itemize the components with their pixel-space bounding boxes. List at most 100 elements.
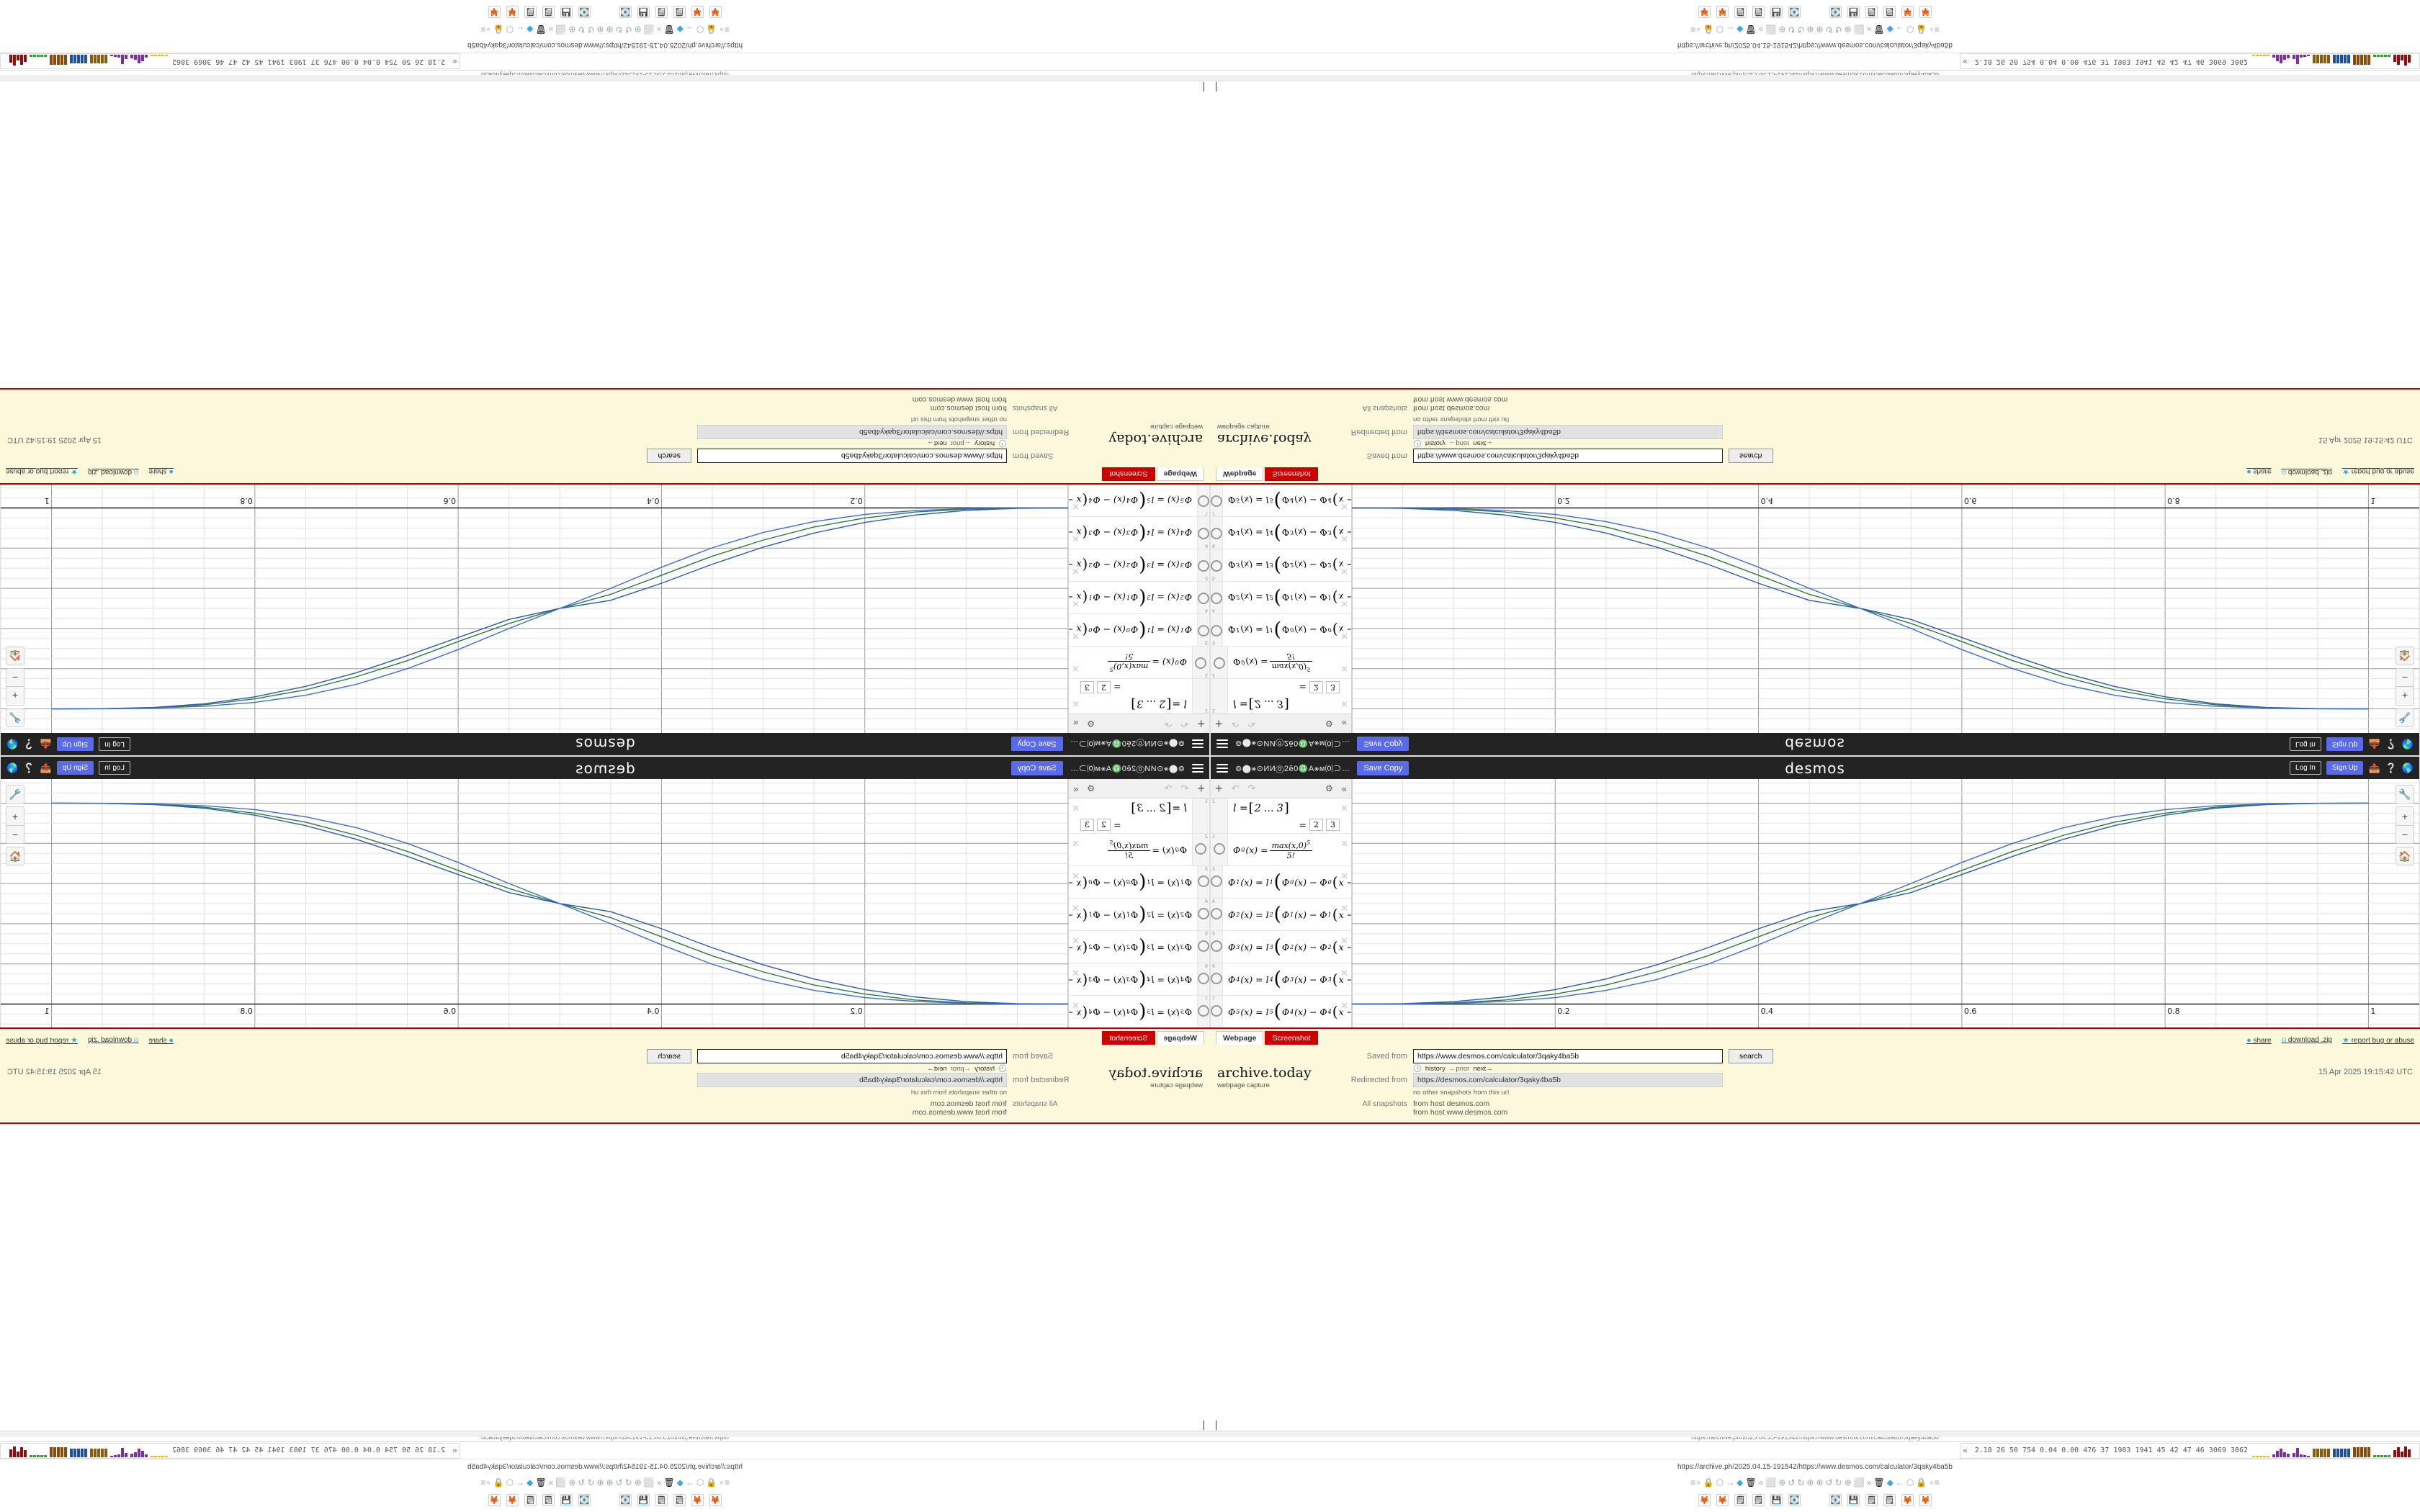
toolbar-icon[interactable]: ⊕ <box>634 24 642 35</box>
expression-row[interactable]: 1 l = [2 ... 3] = 2 3 ✕ <box>1069 798 1209 834</box>
toolbar-icon[interactable]: ◆ <box>526 24 534 35</box>
expression-row[interactable]: 3 Φ1(x) = l1(Φ0(x) − Φ0(x − l1))✕ <box>1211 866 1351 899</box>
toolbar-icon[interactable]: « <box>1758 24 1764 35</box>
tab-webpage[interactable]: Webpage <box>1216 467 1264 481</box>
help-icon[interactable]: ❔ <box>2385 762 2397 773</box>
toolbar-icon[interactable]: ↺ <box>1825 24 1833 35</box>
toolbar-icon[interactable]: ↺ <box>1788 24 1796 35</box>
search-button[interactable]: search <box>647 449 691 463</box>
taskbar-item-notepad[interactable]: 🗒 <box>1752 1493 1765 1506</box>
toolbar-icon[interactable]: ↻ <box>1797 1477 1805 1488</box>
toolbar-icon[interactable]: » <box>548 1477 554 1488</box>
toolbar-icon[interactable]: « <box>1758 1477 1764 1488</box>
taskbar-item-firefox[interactable]: 🦊 <box>506 1493 519 1506</box>
taskbar-item-firefox[interactable]: 🦊 <box>1716 6 1729 19</box>
toolbar-icon[interactable]: ↻ <box>1797 24 1805 35</box>
help-icon[interactable]: ❔ <box>23 762 35 773</box>
delete-expression-icon[interactable]: ✕ <box>1072 1000 1080 1011</box>
taskbar-item-floppy-green[interactable]: 💽 <box>619 6 632 19</box>
log-in-button[interactable]: Log In <box>99 761 130 775</box>
delete-expression-icon[interactable]: ✕ <box>1072 968 1080 978</box>
zoom-in-button[interactable]: + <box>2396 687 2414 706</box>
expression-math[interactable]: Φ5(x) = l5(Φ4(x) − Φ4(x − l5)) <box>1069 490 1192 512</box>
delete-expression-icon[interactable]: ✕ <box>1340 566 1348 577</box>
expression-row[interactable]: 7 Φ5(x) = l5(Φ4(x) − Φ4(x − l5))✕ <box>1069 484 1209 516</box>
toolbar-icon[interactable]: ⊕ <box>568 1477 576 1488</box>
toolbar-icon[interactable]: ⬡ <box>1716 1477 1724 1488</box>
toolbar-icon[interactable]: ≡∘ <box>719 24 730 35</box>
toolbar-icon[interactable]: ↻ <box>615 1477 623 1488</box>
menu-icon[interactable] <box>1192 763 1204 773</box>
toolbar-icon[interactable]: ∘≡ <box>480 24 491 35</box>
sysmon-chevron[interactable]: « <box>1963 1446 1968 1455</box>
home-button[interactable]: 🏠 <box>2396 847 2414 865</box>
toolbar-icon[interactable]: ⊕ <box>596 1477 604 1488</box>
taskbar-item-firefox[interactable]: 🦊 <box>1698 1493 1711 1506</box>
graph-title[interactable]: ⊚⬤⚹⊙ИИ⓪2ĕ0♎A⚹м⒪⊃… <box>1070 739 1185 748</box>
toolbar-icon[interactable]: ≡∘ <box>719 1477 730 1488</box>
expression-toggle-bullet[interactable] <box>1211 560 1222 572</box>
toolbar-icon[interactable]: → <box>685 24 694 35</box>
toolbar-icon[interactable]: ⬜ <box>1765 1477 1777 1488</box>
toolbar-icon[interactable]: ◆ <box>676 1477 684 1488</box>
expression-toggle-bullet[interactable] <box>1198 940 1209 952</box>
delete-expression-icon[interactable]: ✕ <box>1072 698 1080 709</box>
taskbar-item-firefox[interactable]: 🦊 <box>1901 1493 1914 1506</box>
expression-row[interactable]: 4 Φ2(x) = l2(Φ1(x) − Φ1(x − l2))✕ <box>1211 899 1351 931</box>
wrench-icon[interactable]: 🔧 <box>2396 785 2414 804</box>
add-expression-button[interactable]: + <box>1215 716 1223 731</box>
delete-expression-icon[interactable]: ✕ <box>1072 663 1080 674</box>
tab-webpage[interactable]: Webpage <box>1156 1031 1204 1045</box>
home-button[interactable]: 🏠 <box>6 847 24 865</box>
toolbar-icon[interactable]: 🗑 <box>663 1477 675 1488</box>
expression-row[interactable]: 7 Φ5(x) = l5(Φ4(x) − Φ4(x − l5))✕ <box>1069 996 1209 1028</box>
snapshot-host-1[interactable]: from host www.desmos.com <box>1413 395 1508 404</box>
taskbar-item-firefox[interactable]: 🦊 <box>1919 1493 1932 1506</box>
prior-link[interactable]: ←prior <box>1448 1065 1470 1073</box>
toolbar-icon[interactable]: ↻ <box>578 24 586 35</box>
saved-from-input[interactable] <box>697 1049 1007 1063</box>
taskbar-item-notepad[interactable]: 🗒 <box>655 1493 668 1506</box>
taskbar-item-firefox[interactable]: 🦊 <box>488 6 501 19</box>
delete-expression-icon[interactable]: ✕ <box>1340 1000 1348 1011</box>
expression-math[interactable]: Φ3(x) = l3(Φ2(x) − Φ2(x − l3)) <box>1228 554 1351 577</box>
taskbar-item-notepad[interactable]: 🗒 <box>673 1493 686 1506</box>
expression-row[interactable]: 3 Φ1(x) = l1(Φ0(x) − Φ0(x − l1))✕ <box>1069 866 1209 899</box>
expression-row[interactable]: 2 Φ 0 (x) = max(x,0)5 5! ✕ <box>1211 646 1351 678</box>
log-in-button[interactable]: Log In <box>99 737 130 751</box>
url-bar[interactable]: https://archive.ph/2025.04.15-191542/htt… <box>0 37 1210 53</box>
share-icon[interactable]: 📤 <box>2368 739 2380 750</box>
horizontal-scrollbar[interactable] <box>1210 75 2420 81</box>
toolbar-icon[interactable]: ↺ <box>624 24 632 35</box>
delete-expression-icon[interactable]: ✕ <box>1340 838 1348 849</box>
log-in-button[interactable]: Log In <box>2290 737 2321 751</box>
delete-expression-icon[interactable]: ✕ <box>1072 935 1080 946</box>
save-copy-button[interactable]: Save Copy <box>1357 737 1410 752</box>
report-bug-link[interactable]: ★ report bug or abuse <box>6 1036 78 1045</box>
expression-row[interactable]: 3 Φ1(x) = l1(Φ0(x) − Φ0(x − l1))✕ <box>1211 613 1351 646</box>
toolbar-icon[interactable]: » <box>1866 1477 1872 1488</box>
sysmon-chevron[interactable]: « <box>452 57 457 66</box>
delete-expression-icon[interactable]: ✕ <box>1340 501 1348 512</box>
expression-math[interactable]: Φ1(x) = l1(Φ0(x) − Φ0(x − l1)) <box>1069 619 1192 642</box>
toolbar-icon[interactable]: ⬡ <box>506 1477 514 1488</box>
expression-math[interactable]: Φ 0 (x) = max(x,0)5 5! <box>1228 834 1351 865</box>
expression-row[interactable]: 5 Φ3(x) = l3(Φ2(x) − Φ2(x − l3))✕ <box>1069 549 1209 581</box>
taskbar-item-notepad[interactable]: 🗒 <box>542 6 555 19</box>
tab-screenshot[interactable]: Screenshot <box>1102 467 1155 481</box>
toolbar-icon[interactable]: « <box>656 24 662 35</box>
expression-toggle-bullet[interactable] <box>1198 528 1209 539</box>
sign-up-button[interactable]: Sign Up <box>2326 761 2364 775</box>
expression-math[interactable]: Φ 0 (x) = max(x,0)5 5! <box>1069 834 1192 865</box>
snapshot-host-1[interactable]: from host www.desmos.com <box>1413 1108 1508 1117</box>
taskbar-item-firefox[interactable]: 🦊 <box>709 6 722 19</box>
expression-row[interactable]: 2 Φ 0 (x) = max(x,0)5 5! ✕ <box>1069 834 1209 866</box>
language-icon[interactable]: 🌎 <box>6 762 19 773</box>
expression-math[interactable]: Φ4(x) = l4(Φ3(x) − Φ3(x − l4)) <box>1069 968 1192 990</box>
toolbar-icon[interactable]: ◆ <box>676 24 684 35</box>
tab-screenshot[interactable]: Screenshot <box>1265 1031 1318 1045</box>
sign-up-button[interactable]: Sign Up <box>2326 737 2364 751</box>
taskbar-item-floppy-blue[interactable]: 💾 <box>560 6 573 19</box>
